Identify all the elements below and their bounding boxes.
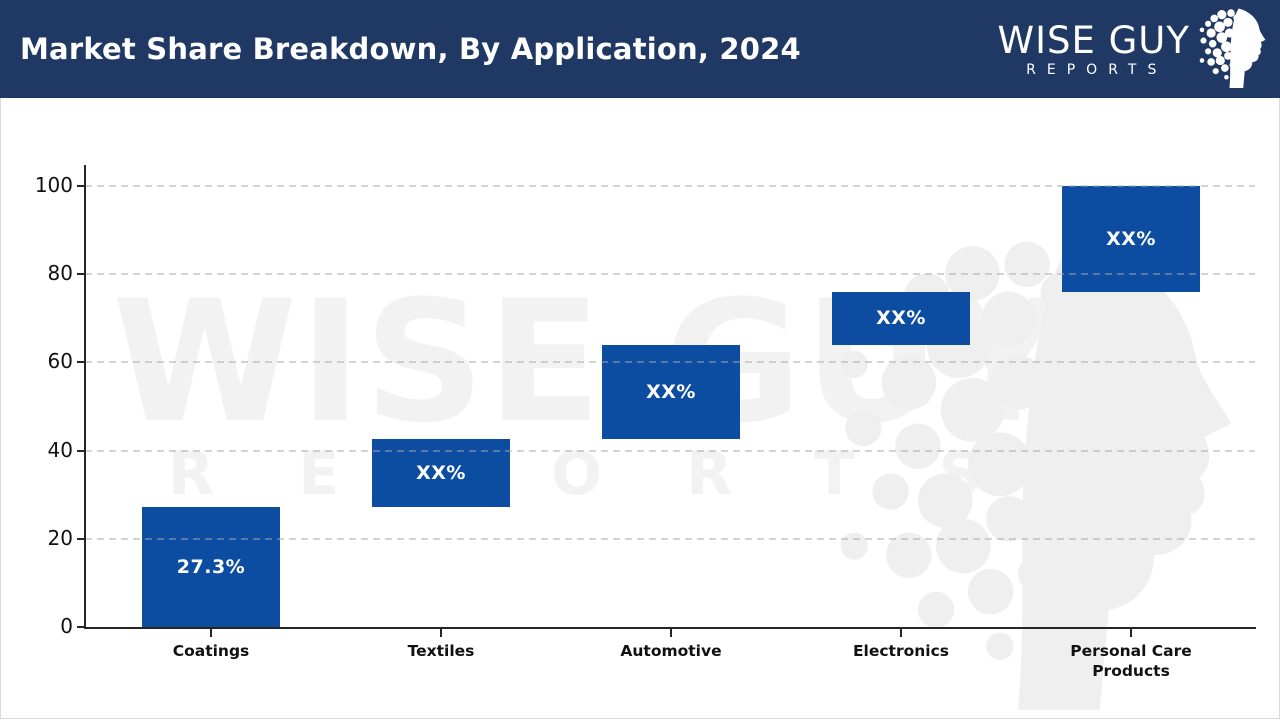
- logo-subtitle: REPORTS: [1026, 61, 1168, 78]
- x-tick-automotive: [670, 629, 672, 637]
- y-tick-label-40: 40: [47, 437, 73, 462]
- x-tick-label-textiles: Textiles: [407, 642, 475, 660]
- x-tick-textiles: [440, 629, 442, 637]
- y-tick-label-100: 100: [34, 173, 73, 197]
- x-tick-personal-care-products: [1130, 629, 1132, 637]
- y-tick-0: [77, 626, 85, 628]
- gridline-40: [85, 449, 1255, 452]
- bar-value-label: XX%: [876, 307, 926, 330]
- y-tick-40: [77, 449, 85, 452]
- y-tick-label-80: 80: [47, 261, 73, 286]
- bar-value-label: XX%: [646, 380, 696, 403]
- y-tick-20: [77, 537, 85, 540]
- wise-guy-reports-logo: WISE GUY REPORTS: [998, 7, 1280, 91]
- bar-textiles: XX%: [372, 439, 510, 507]
- bar-value-label: XX%: [1106, 227, 1156, 250]
- logo-text: WISE GUY REPORTS: [998, 22, 1190, 77]
- y-tick-60: [77, 361, 85, 364]
- y-axis-line: [84, 165, 86, 629]
- logo-wordmark: WISE GUY: [997, 18, 1190, 62]
- y-tick-label-60: 60: [47, 349, 73, 374]
- page-title: Market Share Breakdown, By Application, …: [20, 32, 801, 66]
- bar-personal-care-products: XX%: [1062, 186, 1200, 292]
- x-tick-label-personal-care-products: Personal Care Products: [1070, 642, 1192, 681]
- header-band: Market Share Breakdown, By Application, …: [0, 0, 1280, 98]
- bar-coatings: 27.3%: [142, 506, 280, 627]
- y-tick-100: [77, 185, 85, 187]
- y-tick-label-20: 20: [47, 525, 73, 550]
- bar-electronics: XX%: [832, 291, 970, 345]
- dotted-face-profile-icon: [1199, 8, 1266, 88]
- x-axis-line: [84, 627, 1256, 629]
- x-tick-label-electronics: Electronics: [852, 642, 950, 660]
- x-tick-label-automotive: Automotive: [620, 642, 722, 660]
- x-tick-label-coatings: Coatings: [172, 642, 250, 660]
- x-tick-electronics: [900, 629, 902, 637]
- y-tick-label-0: 0: [60, 614, 73, 638]
- bar-value-label: XX%: [416, 461, 466, 484]
- waterfall-chart: 0 20 40 60 80 100 27.3% Coatings XX% Textiles XX% A…: [0, 98, 1280, 720]
- bar-value-label: 27.3%: [176, 555, 246, 578]
- y-tick-80: [77, 273, 85, 276]
- x-tick-coatings: [210, 629, 212, 637]
- bar-automotive: XX%: [602, 344, 740, 440]
